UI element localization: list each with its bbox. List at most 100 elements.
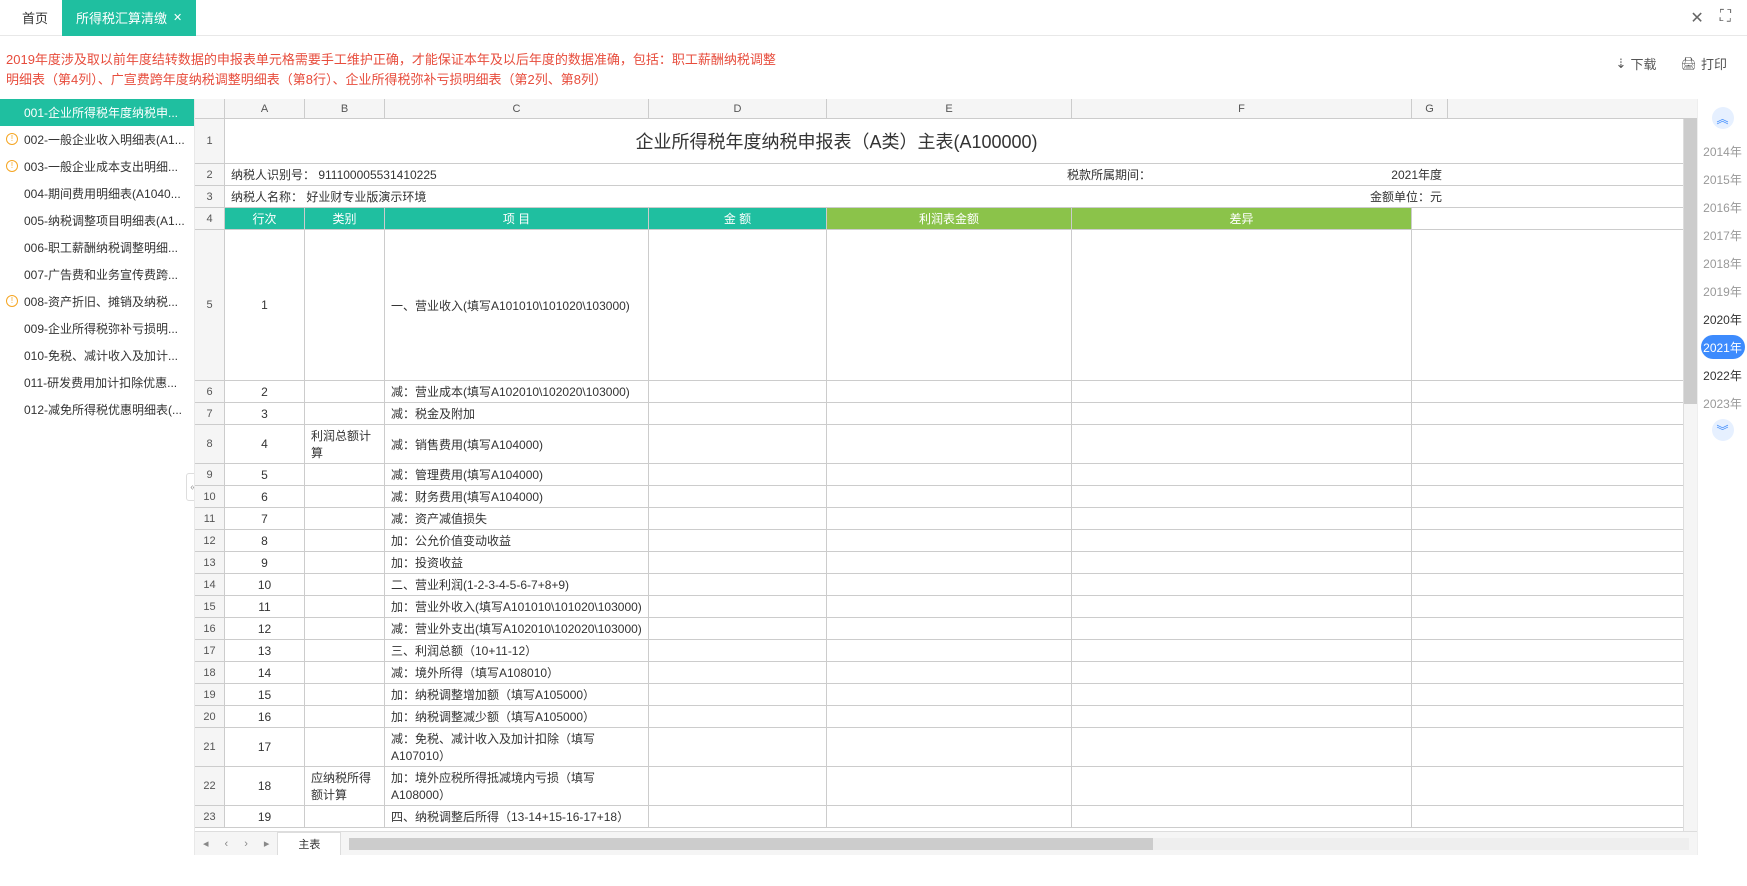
- row-header[interactable]: 5: [195, 230, 225, 380]
- cell-cat[interactable]: 利润总额计算: [305, 425, 385, 463]
- cell-item[interactable]: 加：营业外收入(填写A101010\101020\103000): [385, 596, 649, 617]
- vertical-scrollbar[interactable]: [1683, 119, 1697, 831]
- close-icon[interactable]: ✕: [173, 11, 182, 24]
- cell-amt[interactable]: [649, 706, 827, 727]
- cell-rowno[interactable]: 3: [225, 403, 305, 424]
- cell-amt[interactable]: [649, 662, 827, 683]
- cell-diff[interactable]: [1072, 464, 1412, 485]
- year-2020年[interactable]: 2020年: [1701, 307, 1745, 331]
- cell-profit[interactable]: [827, 425, 1072, 463]
- taxpayer-name[interactable]: 纳税人名称： 好业财专业版演示环境: [225, 186, 1221, 207]
- cell-cat[interactable]: [305, 684, 385, 705]
- year-2021年[interactable]: 2021年: [1701, 335, 1745, 359]
- cell-diff[interactable]: [1072, 230, 1412, 380]
- cell-amt[interactable]: [649, 684, 827, 705]
- cell-cat[interactable]: [305, 230, 385, 380]
- row-header[interactable]: 18: [195, 662, 225, 683]
- cell-amt[interactable]: [649, 486, 827, 507]
- cell-amt[interactable]: [649, 230, 827, 380]
- hdr-amt[interactable]: 金 额: [649, 208, 827, 229]
- sidebar-item-2[interactable]: !003-一般企业成本支出明细...: [0, 153, 194, 180]
- cell-cat[interactable]: [305, 508, 385, 529]
- row-header[interactable]: 17: [195, 640, 225, 661]
- cell-cat[interactable]: [305, 381, 385, 402]
- cell-diff[interactable]: [1072, 618, 1412, 639]
- cell-amt[interactable]: [649, 640, 827, 661]
- cell-amt[interactable]: [649, 806, 827, 827]
- collapse-sidebar-icon[interactable]: «: [186, 473, 195, 501]
- tab-active[interactable]: 所得税汇算清缴 ✕: [62, 0, 196, 36]
- sidebar-item-3[interactable]: 004-期间费用明细表(A1040...: [0, 180, 194, 207]
- row-header[interactable]: 15: [195, 596, 225, 617]
- cell-rowno[interactable]: 4: [225, 425, 305, 463]
- cell-item[interactable]: 减：财务费用(填写A104000): [385, 486, 649, 507]
- row-header[interactable]: 8: [195, 425, 225, 463]
- row-header[interactable]: 2: [195, 164, 225, 185]
- cell-item[interactable]: 加：投资收益: [385, 552, 649, 573]
- row-header[interactable]: 4: [195, 208, 225, 229]
- cell-cat[interactable]: [305, 403, 385, 424]
- cell-rowno[interactable]: 5: [225, 464, 305, 485]
- cell-cat[interactable]: [305, 728, 385, 766]
- row-header[interactable]: 12: [195, 530, 225, 551]
- cell-diff[interactable]: [1072, 486, 1412, 507]
- cell-diff[interactable]: [1072, 706, 1412, 727]
- cell-amt[interactable]: [649, 403, 827, 424]
- cell-item[interactable]: 减：税金及附加: [385, 403, 649, 424]
- row-header[interactable]: 22: [195, 767, 225, 805]
- tab-home[interactable]: 首页: [8, 0, 62, 36]
- row-header[interactable]: 13: [195, 552, 225, 573]
- cell-item[interactable]: 一、营业收入(填写A101010\101020\103000): [385, 230, 649, 380]
- cell-item[interactable]: 加：纳税调整增加额（填写A105000）: [385, 684, 649, 705]
- cell-rowno[interactable]: 6: [225, 486, 305, 507]
- cell-item[interactable]: 减：境外所得（填写A108010）: [385, 662, 649, 683]
- col-header-G[interactable]: G: [1412, 99, 1448, 118]
- sidebar-item-6[interactable]: 007-广告费和业务宣传费跨...: [0, 261, 194, 288]
- cell-profit[interactable]: [827, 464, 1072, 485]
- sheet-nav-prev[interactable]: ‹: [217, 838, 237, 850]
- cell-profit[interactable]: [827, 381, 1072, 402]
- sidebar-item-11[interactable]: 012-减免所得税优惠明细表(...: [0, 396, 194, 423]
- cell-item[interactable]: 减：营业外支出(填写A102010\102020\103000): [385, 618, 649, 639]
- cell-profit[interactable]: [827, 508, 1072, 529]
- cell-amt[interactable]: [649, 530, 827, 551]
- cell-rowno[interactable]: 16: [225, 706, 305, 727]
- cell-diff[interactable]: [1072, 640, 1412, 661]
- col-header-D[interactable]: D: [649, 99, 827, 118]
- hdr-profit[interactable]: 利润表金额: [827, 208, 1072, 229]
- cell-rowno[interactable]: 12: [225, 618, 305, 639]
- window-close-icon[interactable]: ✕: [1690, 8, 1703, 28]
- horizontal-scrollbar[interactable]: [349, 838, 1689, 850]
- cell-item[interactable]: 减：管理费用(填写A104000): [385, 464, 649, 485]
- unit-label[interactable]: 金额单位：元: [1221, 186, 1448, 207]
- cell-profit[interactable]: [827, 230, 1072, 380]
- cell-rowno[interactable]: 7: [225, 508, 305, 529]
- sheet-nav-last[interactable]: ▸: [256, 837, 278, 850]
- sidebar-item-0[interactable]: 001-企业所得税年度纳税申...: [0, 99, 194, 126]
- cell-item[interactable]: 加：公允价值变动收益: [385, 530, 649, 551]
- download-button[interactable]: ⇣ 下载: [1616, 54, 1657, 73]
- cell-rowno[interactable]: 11: [225, 596, 305, 617]
- col-header-C[interactable]: C: [385, 99, 649, 118]
- cell-diff[interactable]: [1072, 596, 1412, 617]
- sidebar-item-5[interactable]: 006-职工薪酬纳税调整明细...: [0, 234, 194, 261]
- cell-profit[interactable]: [827, 806, 1072, 827]
- grid-body[interactable]: 1企业所得税年度纳税申报表（A类）主表(A100000)2纳税人识别号： 911…: [195, 119, 1697, 831]
- row-header[interactable]: 20: [195, 706, 225, 727]
- sheet-tab-main[interactable]: 主表: [277, 832, 341, 856]
- cell-rowno[interactable]: 2: [225, 381, 305, 402]
- cell-diff[interactable]: [1072, 728, 1412, 766]
- col-header-F[interactable]: F: [1072, 99, 1412, 118]
- row-header[interactable]: 7: [195, 403, 225, 424]
- cell-amt[interactable]: [649, 381, 827, 402]
- row-header[interactable]: 3: [195, 186, 225, 207]
- expand-icon[interactable]: ⛶: [1720, 8, 1731, 28]
- sidebar-item-4[interactable]: 005-纳税调整项目明细表(A1...: [0, 207, 194, 234]
- row-header[interactable]: 23: [195, 806, 225, 827]
- cell-item[interactable]: 减：免税、减计收入及加计扣除（填写A107010）: [385, 728, 649, 766]
- cell-item[interactable]: 四、纳税调整后所得（13-14+15-16-17+18）: [385, 806, 649, 827]
- row-header[interactable]: 10: [195, 486, 225, 507]
- row-header[interactable]: 21: [195, 728, 225, 766]
- col-header-E[interactable]: E: [827, 99, 1072, 118]
- cell-item[interactable]: 三、利润总额（10+11-12）: [385, 640, 649, 661]
